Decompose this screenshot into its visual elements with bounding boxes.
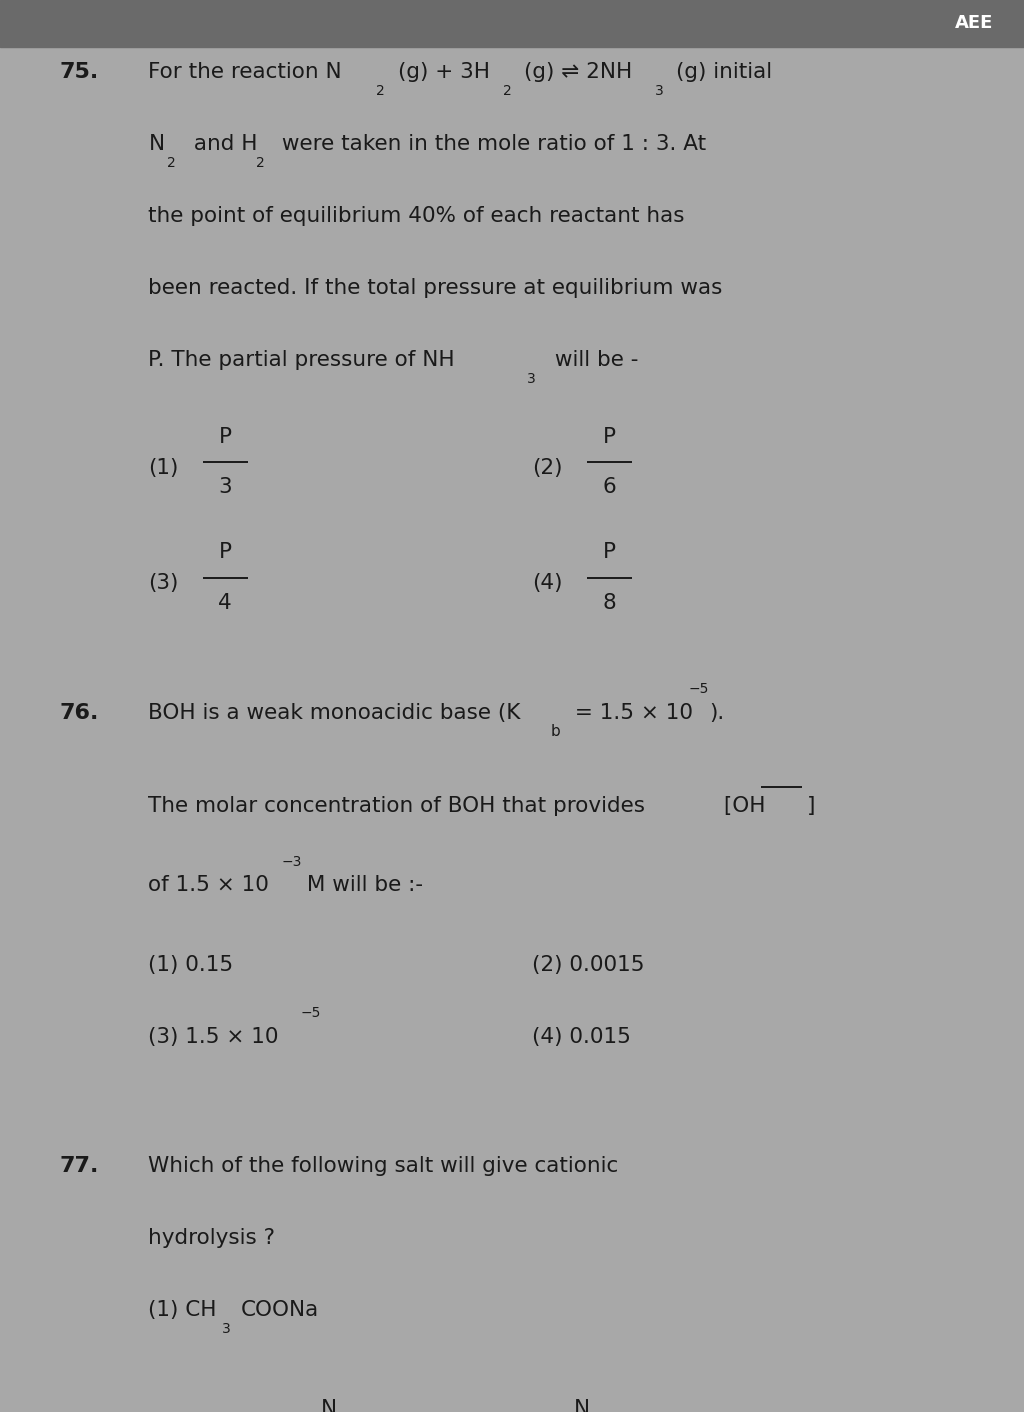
Text: P: P — [603, 426, 615, 446]
Text: M will be :-: M will be :- — [300, 875, 423, 895]
Text: N: N — [573, 1399, 590, 1412]
Text: P: P — [219, 542, 231, 562]
Text: (g) ⇌ 2NH: (g) ⇌ 2NH — [524, 62, 633, 82]
Text: 4: 4 — [218, 593, 232, 613]
Text: = 1.5 × 10: = 1.5 × 10 — [568, 703, 693, 723]
Text: 3: 3 — [222, 1322, 231, 1336]
Text: (g) initial: (g) initial — [676, 62, 772, 82]
Text: 75.: 75. — [59, 62, 98, 82]
Text: hydrolysis ?: hydrolysis ? — [148, 1228, 275, 1248]
Text: and H: and H — [187, 134, 258, 154]
Text: 2: 2 — [503, 83, 512, 97]
Text: [OH: [OH — [717, 796, 765, 816]
Text: the point of equilibrium 40% of each reactant has: the point of equilibrium 40% of each rea… — [148, 206, 685, 226]
Text: (1): (1) — [148, 457, 179, 477]
Text: were taken in the mole ratio of 1 : 3. At: were taken in the mole ratio of 1 : 3. A… — [275, 134, 707, 154]
Text: (2): (2) — [532, 457, 563, 477]
Text: 2: 2 — [256, 155, 265, 169]
Text: 76.: 76. — [59, 703, 98, 723]
Text: (3) 1.5 × 10: (3) 1.5 × 10 — [148, 1027, 279, 1046]
Text: 6: 6 — [602, 477, 616, 497]
Text: AEE: AEE — [955, 14, 993, 32]
Text: 77.: 77. — [59, 1156, 98, 1176]
Text: (4): (4) — [532, 573, 563, 593]
Text: 3: 3 — [527, 371, 537, 385]
Text: 3: 3 — [218, 477, 232, 497]
Text: P: P — [603, 542, 615, 562]
Text: −5: −5 — [688, 682, 709, 696]
Text: 3: 3 — [655, 83, 665, 97]
Text: (2) 0.0015: (2) 0.0015 — [532, 955, 645, 974]
Text: (g) + 3H: (g) + 3H — [398, 62, 490, 82]
Text: The molar concentration of BOH that provides: The molar concentration of BOH that prov… — [148, 796, 645, 816]
Text: 2: 2 — [167, 155, 176, 169]
Text: N: N — [321, 1399, 337, 1412]
Text: been reacted. If the total pressure at equilibrium was: been reacted. If the total pressure at e… — [148, 278, 723, 298]
Text: P. The partial pressure of NH: P. The partial pressure of NH — [148, 350, 455, 370]
Text: 8: 8 — [602, 593, 616, 613]
Text: −3: −3 — [282, 856, 302, 868]
Text: BOH is a weak monoacidic base (K: BOH is a weak monoacidic base (K — [148, 703, 521, 723]
Text: Which of the following salt will give cationic: Which of the following salt will give ca… — [148, 1156, 618, 1176]
Text: For the reaction N: For the reaction N — [148, 62, 342, 82]
Text: (4) 0.015: (4) 0.015 — [532, 1027, 632, 1046]
Text: ]: ] — [807, 796, 815, 816]
Text: (3): (3) — [148, 573, 179, 593]
Text: of 1.5 × 10: of 1.5 × 10 — [148, 875, 269, 895]
Text: N: N — [148, 134, 165, 154]
Text: b: b — [551, 723, 561, 738]
Text: ).: ). — [710, 703, 725, 723]
Text: 2: 2 — [376, 83, 385, 97]
Text: P: P — [219, 426, 231, 446]
Text: (1) 0.15: (1) 0.15 — [148, 955, 233, 974]
Text: COONa: COONa — [241, 1300, 318, 1320]
Text: −5: −5 — [300, 1007, 321, 1021]
Text: will be -: will be - — [548, 350, 638, 370]
Bar — [0, 0, 1024, 47]
Text: (1) CH: (1) CH — [148, 1300, 217, 1320]
